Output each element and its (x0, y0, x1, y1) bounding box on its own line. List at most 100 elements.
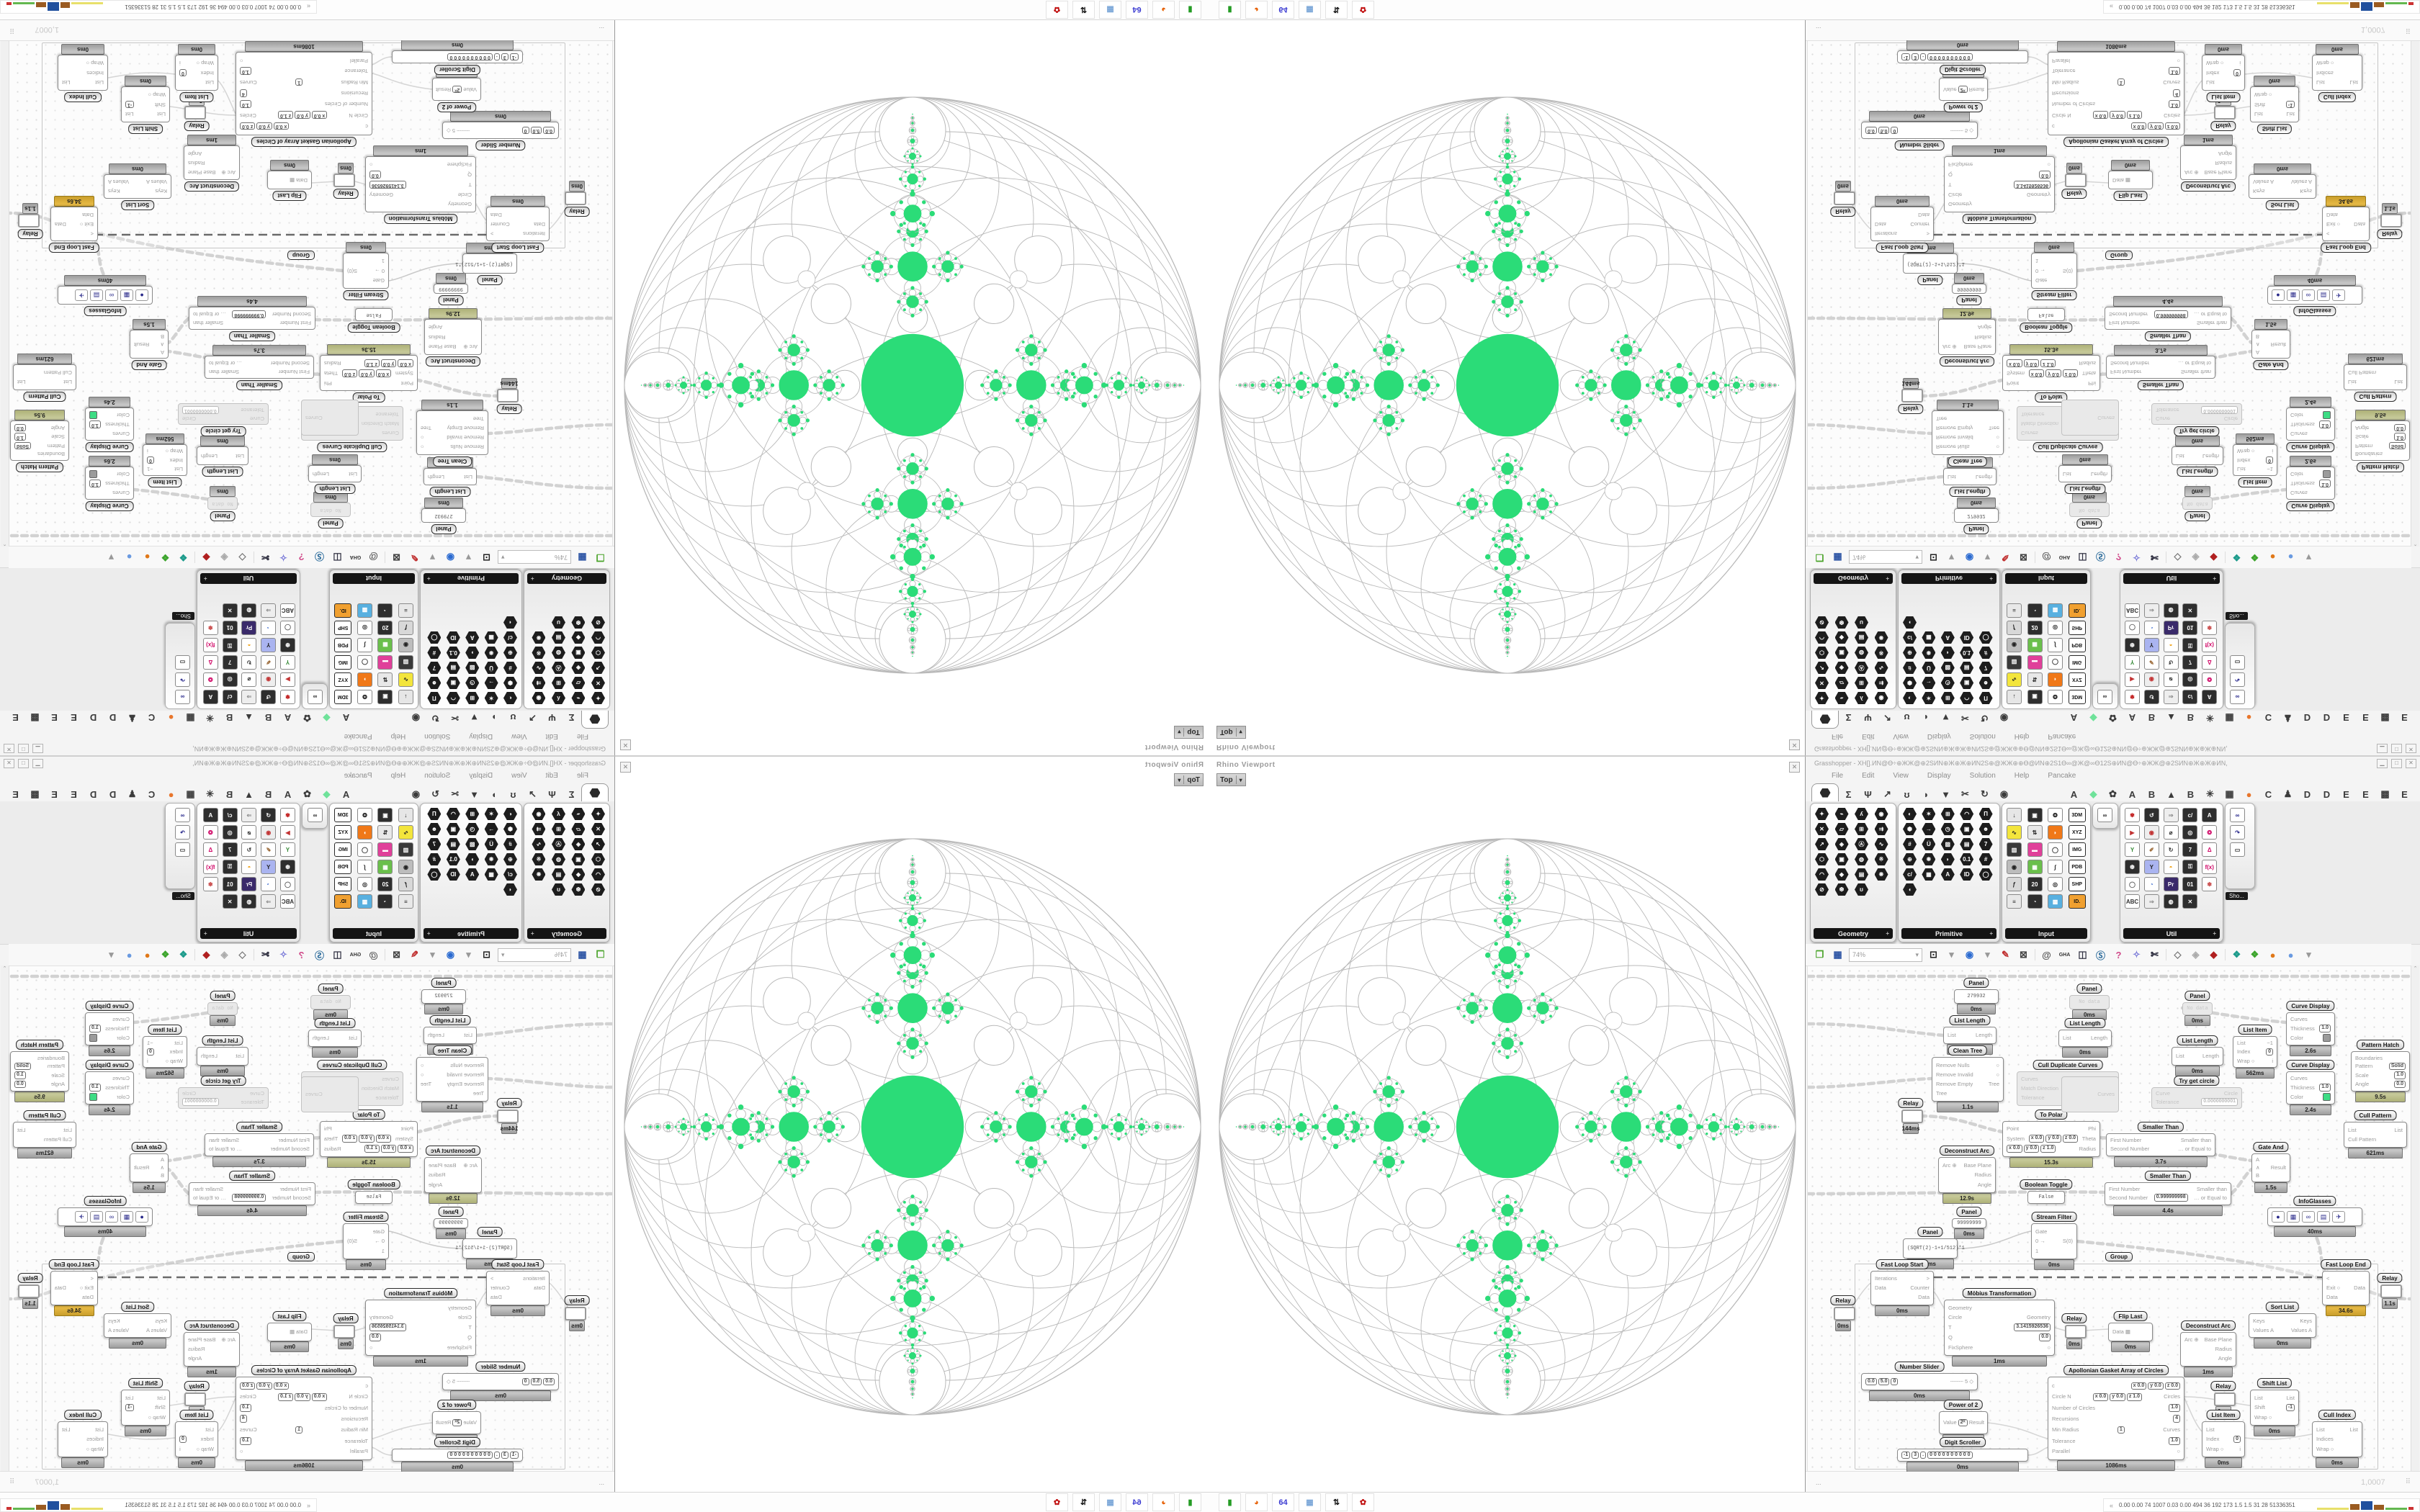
value-box[interactable]: 1 (2117, 78, 2125, 86)
gh-node-panel[interactable]: Panel No data 0ms (2069, 984, 2110, 1020)
calculator-icon[interactable]: ▦ (1299, 1, 1321, 19)
maximize-button[interactable]: □ (2391, 744, 2402, 754)
component-icon[interactable]: SHP (334, 621, 352, 635)
tab-category[interactable]: ✿ (2109, 788, 2117, 799)
gh-node-list-length[interactable]: List Length List Length 0ms (2058, 454, 2112, 494)
value-box[interactable]: -1 (1901, 53, 1911, 61)
component-icon[interactable]: ⇒ (2163, 690, 2179, 704)
value-box[interactable]: 0.0000000001 (182, 1097, 219, 1106)
finder-icon[interactable]: Ⓢ (2095, 551, 2105, 562)
menu-file[interactable]: File (576, 732, 588, 741)
gh-node-digit-scroller[interactable]: Digit Scroller -1 3. 0 0 0 0 0 0 0 0 0 0 0ms (392, 1437, 523, 1472)
component-icon[interactable]: ⬢ (1903, 677, 1917, 689)
exit-icon[interactable]: ⊠ (2020, 949, 2027, 960)
gh-node-panel[interactable]: Panel No data 0ms (207, 991, 238, 1026)
firefox-icon[interactable]: ◕ (1152, 1493, 1175, 1511)
component-icon[interactable]: ❋ (532, 868, 546, 881)
gh-node-body[interactable]: First Number Smaller than Second Number… o… (2106, 1133, 2215, 1156)
gh-node-body[interactable]: List Length (197, 446, 248, 465)
value-box[interactable]: 4 (2173, 89, 2180, 97)
gh-node-body[interactable]: Arc ⊕ Base Plane Radius Angle (1938, 1157, 1996, 1193)
save-file-icon[interactable]: ▦ (578, 552, 587, 563)
gh-node-body[interactable]: -1 3. 0 0 0 0 0 0 0 0 0 0 (392, 50, 523, 63)
tab-category[interactable]: ▲ (2166, 788, 2176, 800)
node-canvas[interactable]: Group Panel 279932 0ms List Length List Length… (1807, 966, 2412, 1472)
component-icon[interactable]: c/ (503, 631, 517, 644)
component-icon[interactable]: ▤ (447, 838, 460, 850)
component-icon[interactable]: ▣ (377, 690, 393, 704)
component-icon[interactable]: 0.1 (1960, 647, 1973, 659)
gh-node-body[interactable]: Curves Thickness 1.0 Color (85, 1071, 134, 1104)
component-icon[interactable]: ▦ (485, 631, 498, 644)
tab-category[interactable]: C (148, 788, 156, 800)
component-icon[interactable]: ◉ (2007, 638, 2022, 652)
component-icon[interactable]: ʎ (552, 808, 565, 820)
gh-node-flip-last[interactable]: Flip Last Data ▦ 0ms (2108, 1311, 2153, 1352)
calculator-icon[interactable]: ▦ (1099, 1493, 1121, 1511)
gh-node-fast-loop-end[interactable]: Fast Loop End < Exit ○ Data Data 34.6s (49, 196, 99, 253)
gh-node-list-length[interactable]: List LengthListLength60ms (1943, 457, 1996, 497)
component-icon[interactable]: c/ (1903, 631, 1917, 644)
component-icon[interactable]: ↻ (241, 655, 257, 670)
tab-category[interactable]: ↗ (1883, 788, 1891, 799)
component-icon[interactable]: ∞ (175, 808, 190, 822)
bulb-icon[interactable]: ✧ (2133, 552, 2141, 563)
tab-params-selected[interactable] (1811, 711, 1839, 729)
title-bar[interactable]: Grasshopper - XH[].ИN@Ө÷⊕ЖЖ@⊕2SИN⊕Ж⊕Ж⊕ИN… (1806, 757, 2420, 770)
gh-node-fast-loop-start[interactable]: Fast Loop Start Iterations > Data Counter Dat… (1870, 1259, 1934, 1316)
component-icon[interactable]: ⚿ (222, 860, 238, 874)
value-box[interactable]: 1.0 (2319, 420, 2331, 429)
gh-node-body[interactable]: List Length (424, 468, 477, 485)
component-icon[interactable]: ⇅ (2027, 825, 2043, 840)
component-icon[interactable]: ※ (532, 647, 546, 659)
component-icon[interactable]: ▩ (2048, 894, 2063, 909)
value-box[interactable]: z 1.0 (277, 111, 294, 120)
node-canvas[interactable]: Group Panel 279932 0ms List Length List Length… (8, 966, 613, 1472)
value-box[interactable]: 1.0 (2394, 1071, 2406, 1079)
component-icon[interactable]: A (202, 690, 218, 704)
whatsthis-icon[interactable]: ? (298, 552, 305, 563)
tab-category[interactable]: B (2187, 788, 2195, 800)
component-icon[interactable]: ✕ (2182, 603, 2198, 618)
tab-category[interactable]: D (2303, 788, 2311, 800)
whatsthis-icon[interactable]: ? (2115, 949, 2122, 960)
component-icon[interactable]: ʊ (1855, 616, 1868, 629)
gh-node-body[interactable]: Keys Keys Values A Values A (104, 1313, 171, 1338)
menu-solution[interactable]: Solution (1969, 732, 1996, 741)
gh-node-body[interactable]: 0.0 5.0 0 ┄┄┄┄ 5 ◇ (442, 122, 559, 139)
component-icon[interactable]: ✾ (280, 690, 295, 704)
menu-pancake[interactable]: Pancake (2048, 732, 2076, 741)
component-icon[interactable]: ▨ (1940, 838, 1955, 850)
gh-node-number-slider[interactable]: Number Slider 0.0 5.0 0 ┄┄┄┄ 5 ◇ 0ms (1861, 1362, 1978, 1401)
value-box[interactable]: 0.0 (2394, 423, 2406, 432)
tab-category[interactable]: A (2070, 712, 2078, 724)
gh-node-apollonian-gasket-array-of-circles[interactable]: Apollonian Gasket Array of Circles c x 0.0… (2048, 1365, 2184, 1471)
component-icon[interactable]: ◗ (465, 647, 479, 659)
tab-category[interactable]: ◉ (1999, 788, 2009, 799)
viewport-mode-dropdown[interactable]: Top ▾ (1174, 773, 1204, 786)
tab-category[interactable]: ▦ (186, 788, 195, 799)
component-icon[interactable]: ▤ (1855, 631, 1868, 644)
component-icon[interactable]: ◉ (532, 692, 546, 704)
gh-node-panel[interactable]: Panel 279932 0ms (421, 498, 466, 534)
tab-category[interactable]: ▦ (2225, 788, 2234, 799)
component-icon[interactable]: ⬡ (1815, 853, 1829, 865)
color-swatch[interactable] (2323, 470, 2331, 479)
value-box[interactable]: -1 (2285, 100, 2295, 109)
gh-node-body[interactable]: Curves (301, 1076, 359, 1112)
tab-category[interactable]: ♟ (127, 788, 137, 799)
component-icon[interactable]: ID. (334, 894, 352, 909)
value-box[interactable]: x 0.0 (311, 111, 328, 120)
component-icon[interactable]: ▤ (447, 662, 460, 674)
component-icon[interactable]: Ü (1922, 838, 1936, 850)
component-icon[interactable]: c/ (503, 868, 517, 881)
tab-category[interactable]: ♟ (2283, 713, 2293, 724)
menu-help[interactable]: Help (390, 771, 406, 780)
red-badge-icon[interactable]: ✿ (1046, 1, 1068, 19)
component-icon[interactable]: ⇉ (1875, 677, 1888, 689)
component-icon[interactable]: ❃ (202, 621, 218, 635)
component-icon[interactable]: ◎ (357, 621, 372, 635)
gh-node-body[interactable]: Curves Thickness 1.0 Color (85, 1012, 134, 1045)
value-box[interactable]: y 0.0 (2148, 122, 2164, 130)
component-icon[interactable]: ↓ (398, 690, 413, 704)
